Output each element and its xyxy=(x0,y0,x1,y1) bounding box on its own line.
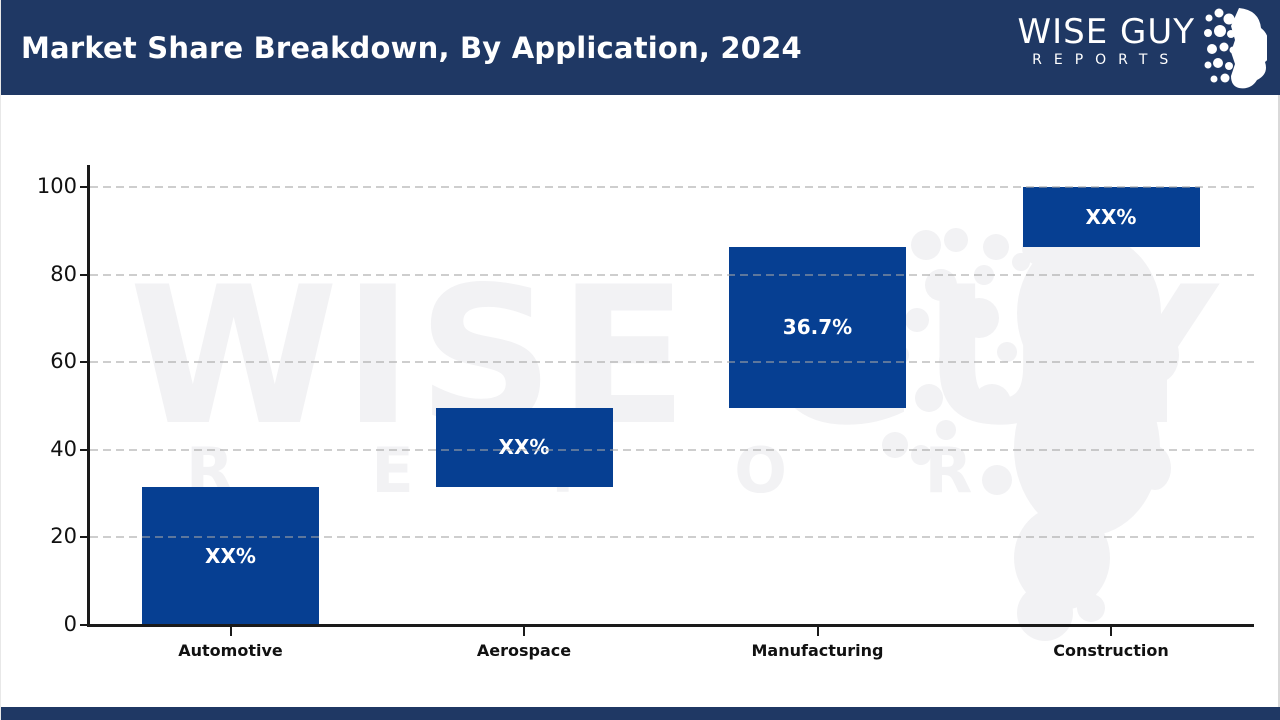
bar-automotive: XX% xyxy=(142,487,319,625)
x-axis-tick xyxy=(1110,626,1112,636)
x-axis-category-label: Automotive xyxy=(178,641,283,660)
brand-logo: WISE GUY REPORTS xyxy=(1007,4,1267,92)
x-axis-category-label: Aerospace xyxy=(476,641,572,660)
watermark-dotted-head-icon xyxy=(867,228,1179,641)
brand-logo-text: WISE GUY REPORTS xyxy=(1017,12,1195,69)
y-axis-tick-label: 0 xyxy=(63,611,77,636)
y-axis-tick xyxy=(80,273,89,276)
y-axis-tick xyxy=(80,623,89,626)
y-gridline xyxy=(90,273,1254,276)
y-axis-tick-label: 40 xyxy=(50,436,77,461)
y-gridline xyxy=(90,361,1254,363)
y-axis-tick-label: 100 xyxy=(36,174,77,198)
brand-name: WISE GUY xyxy=(1017,12,1195,52)
y-axis-tick xyxy=(80,361,89,363)
x-axis-tick xyxy=(816,626,819,636)
y-axis-tick-label: 80 xyxy=(50,261,77,286)
x-axis-tick xyxy=(229,626,232,636)
bar-manufacturing: 36.7% xyxy=(729,246,906,408)
header-bar: Market Share Breakdown, By Application, … xyxy=(1,0,1280,95)
y-axis-tick xyxy=(80,536,89,538)
bar-aerospace: XX% xyxy=(435,407,613,488)
y-axis-line xyxy=(87,165,90,627)
y-axis-tick xyxy=(80,448,89,451)
bar-construction: XX% xyxy=(1022,187,1200,247)
brand-subname: REPORTS xyxy=(1032,52,1181,69)
dotted-head-profile-icon xyxy=(1204,8,1267,89)
bar-value-label: XX% xyxy=(498,435,550,460)
y-axis-tick xyxy=(80,186,89,188)
y-gridline xyxy=(90,448,1254,451)
x-axis-category-label: Manufacturing xyxy=(751,641,884,660)
bar-value-label: 36.7% xyxy=(782,315,853,340)
bar-value-label: XX% xyxy=(1085,204,1137,229)
y-gridline xyxy=(90,536,1254,538)
y-axis-tick-label: 20 xyxy=(50,524,77,548)
x-axis-tick xyxy=(523,626,525,636)
page-title: Market Share Breakdown, By Application, … xyxy=(21,30,802,65)
x-axis-line xyxy=(87,623,1254,627)
footer-bar xyxy=(1,707,1280,720)
x-axis-category-label: Construction xyxy=(1053,641,1169,660)
bar-value-label: XX% xyxy=(205,543,256,568)
y-axis-tick-label: 60 xyxy=(50,349,77,373)
y-gridline xyxy=(90,186,1254,188)
